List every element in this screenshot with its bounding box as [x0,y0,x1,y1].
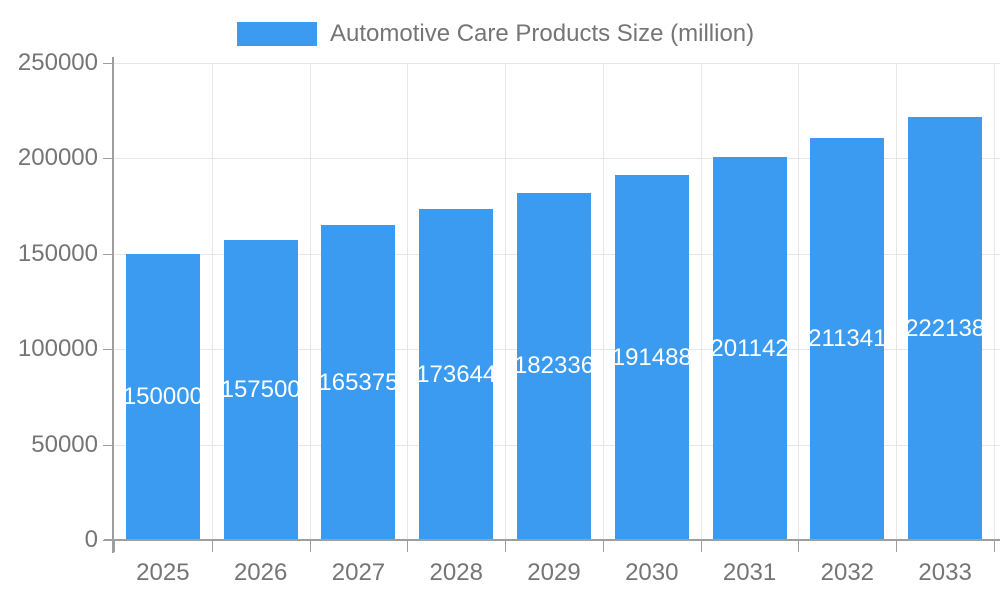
bar-2027[interactable]: 165375 [321,225,396,540]
x-axis-line [104,539,1000,541]
x-axis-tick [505,541,507,552]
x-axis-tick [211,541,213,552]
bar-value-label: 222138 [908,314,983,342]
bar-2030[interactable]: 191488 [614,175,689,540]
x-axis-tick [309,541,311,552]
y-tick-label: 200000 [17,144,98,172]
chart-legend: Automotive Care Products Size (million) [237,20,754,48]
y-tick-label: 50000 [31,430,98,458]
bar-value-label: 191488 [614,343,689,371]
y-axis-tick [103,349,113,351]
bar-value-label: 211341 [810,324,885,352]
v-gridline [505,63,507,540]
v-gridline [896,63,898,540]
y-tick-label: 0 [84,526,98,553]
bar-value-label: 150000 [125,383,200,411]
x-tick-label: 2025 [136,559,190,586]
x-tick-label: 2032 [820,559,875,586]
bar-value-label: 182336 [517,352,591,380]
x-axis-tick [896,541,898,552]
x-axis-tick [114,541,115,552]
bar-value-label: 165375 [321,368,396,396]
v-gridline [211,63,213,540]
bar-2032[interactable]: 211341 [810,137,885,540]
x-tick-label: 2029 [527,559,581,586]
x-tick-label: 2031 [722,559,777,586]
y-tick-label: 100000 [17,335,98,363]
y-axis-tick [103,158,113,160]
v-gridline [407,63,409,540]
v-gridline [798,63,800,540]
bar-2031[interactable]: 201142 [712,157,787,540]
y-axis-tick [103,444,113,446]
bar-2026[interactable]: 157500 [223,240,298,540]
bar-2029[interactable]: 182336 [517,192,591,540]
x-tick-label: 2033 [918,559,972,586]
v-gridline [994,63,995,540]
y-tick-label: 150000 [17,239,98,267]
v-gridline [602,63,604,540]
legend-label: Automotive Care Products Size (million) [330,20,755,47]
x-tick-label: 2028 [429,559,483,586]
x-axis-tick [700,541,702,552]
x-axis-tick [407,541,409,552]
h-gridline [114,63,1000,64]
bar-value-label: 157500 [223,376,298,404]
x-axis-tick [798,541,800,552]
h-gridline [114,158,1000,160]
v-gridline [309,63,311,540]
legend-swatch [237,22,317,46]
y-axis-tick [103,253,113,255]
bar-2028[interactable]: 173644 [419,209,494,540]
bar-2033[interactable]: 222138 [908,117,983,540]
x-tick-label: 2030 [625,559,679,586]
x-axis-tick [602,541,604,552]
y-tick-label: 250000 [17,49,98,76]
y-axis-tick [103,63,113,64]
v-gridline [700,63,702,540]
bar-value-label: 201142 [712,334,787,362]
x-tick-label: 2026 [233,559,288,586]
x-tick-label: 2027 [331,559,386,586]
x-axis-tick [994,541,995,552]
bar-2025[interactable]: 150000 [125,254,200,540]
bar-value-label: 173644 [419,360,494,388]
y-axis-line [112,57,114,553]
